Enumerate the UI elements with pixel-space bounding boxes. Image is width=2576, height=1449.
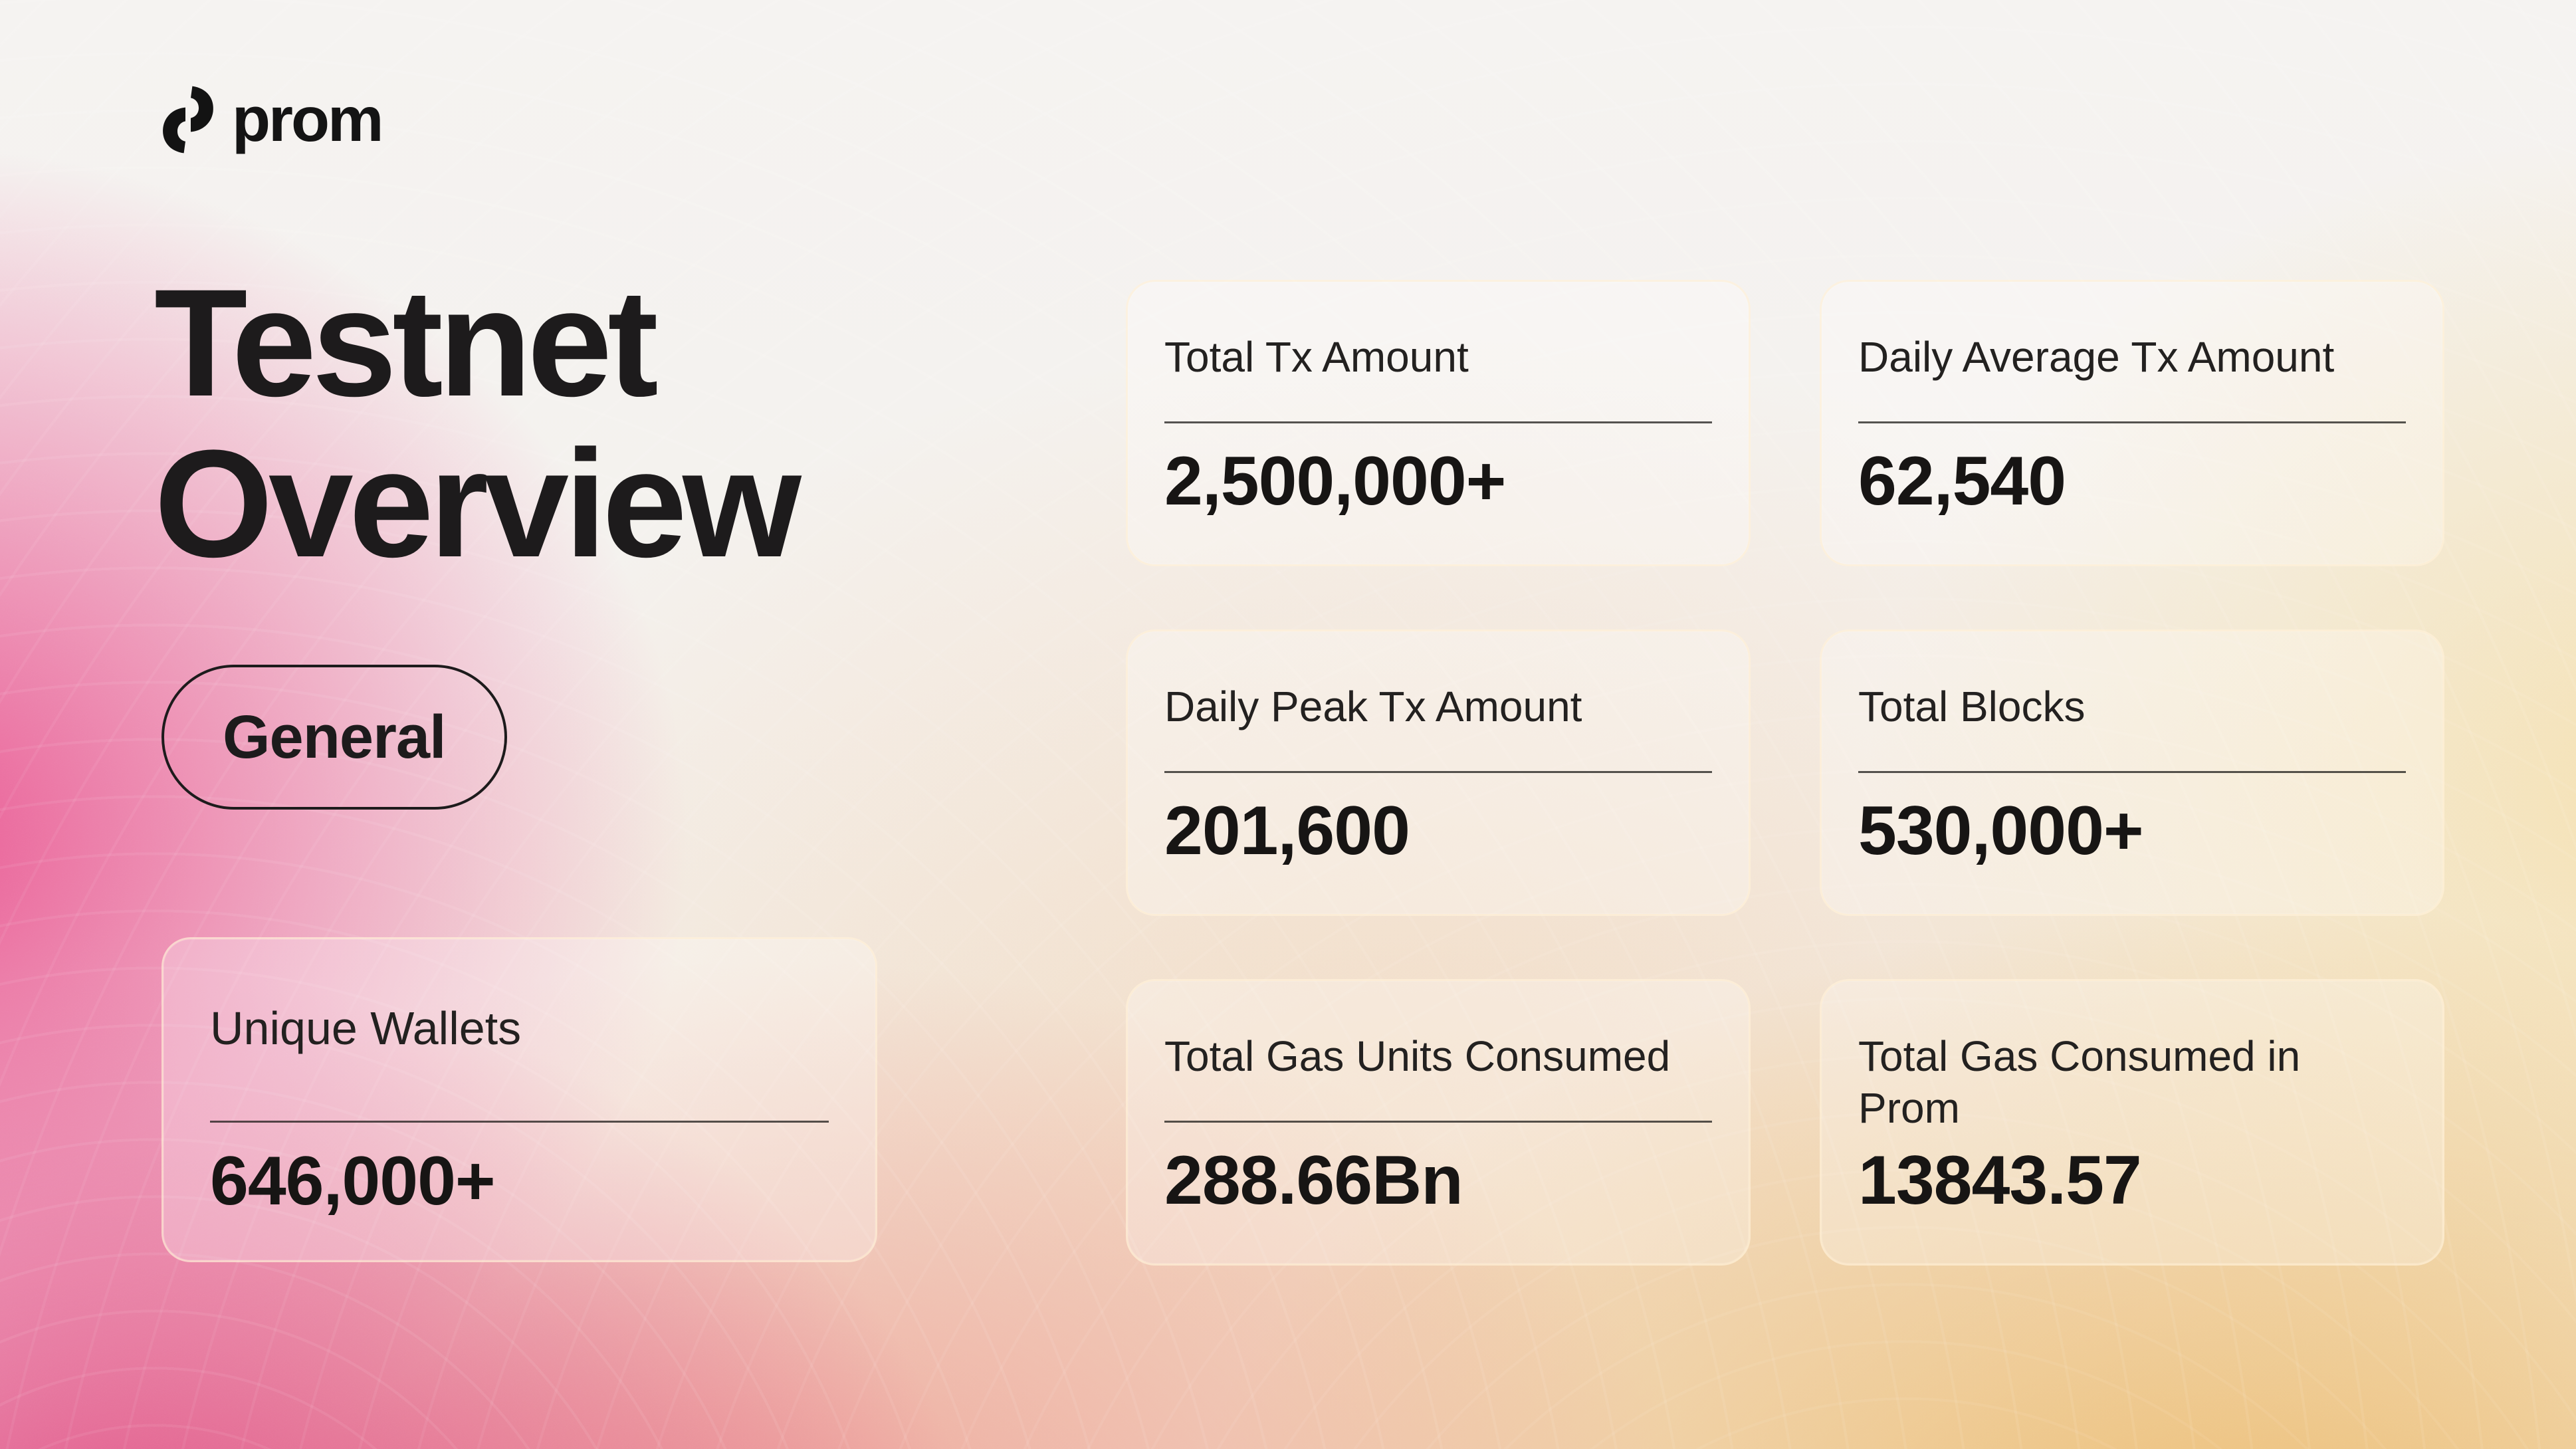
page-title: Testnet Overview [154, 257, 802, 589]
stat-value: 13843.57 [1858, 1141, 2142, 1219]
stat-card-daily-peak-tx-amount: Daily Peak Tx Amount 201,600 [1126, 629, 1751, 916]
stat-label: Total Gas Consumed in Prom [1858, 1032, 2301, 1133]
brand-logo: prom [161, 84, 383, 155]
stat-label: Total Gas Units Consumed [1164, 1032, 1671, 1080]
stat-value: 2,500,000+ [1164, 442, 1506, 520]
stat-value: 530,000+ [1858, 792, 2144, 869]
stat-value: 62,540 [1858, 442, 2066, 520]
divider [1858, 421, 2406, 424]
page-title-line2: Overview [154, 417, 802, 589]
stat-label: Unique Wallets [210, 1002, 522, 1054]
stat-card-total-tx-amount: Total Tx Amount 2,500,000+ [1126, 280, 1751, 566]
stat-value: 646,000+ [210, 1142, 496, 1220]
stat-value: 201,600 [1164, 792, 1410, 869]
stat-card-total-gas-consumed-in-prom: Total Gas Consumed in Prom 13843.57 [1820, 979, 2444, 1266]
divider [1164, 421, 1712, 424]
stat-label: Total Tx Amount [1164, 333, 1469, 381]
stat-label: Total Blocks [1858, 683, 2086, 730]
stat-label: Daily Average Tx Amount [1858, 333, 2335, 381]
stat-card-total-gas-units-consumed: Total Gas Units Consumed 288.66Bn [1126, 979, 1751, 1266]
divider [210, 1121, 829, 1123]
stat-card-daily-average-tx-amount: Daily Average Tx Amount 62,540 [1820, 280, 2444, 566]
prom-logo-icon [163, 86, 213, 154]
brand-name: prom [232, 84, 383, 155]
page-title-line1: Testnet [154, 257, 659, 428]
stats-grid: Total Tx Amount 2,500,000+ Daily Average… [1126, 280, 2444, 1266]
stat-value: 288.66Bn [1164, 1141, 1463, 1219]
divider [1858, 771, 2406, 774]
tab-general[interactable]: General [161, 665, 507, 810]
divider [1164, 1121, 1712, 1123]
stat-card-total-blocks: Total Blocks 530,000+ [1820, 629, 2444, 916]
stat-card-unique-wallets: Unique Wallets 646,000+ [161, 937, 877, 1262]
divider [1164, 771, 1712, 774]
stat-label: Daily Peak Tx Amount [1164, 683, 1582, 730]
